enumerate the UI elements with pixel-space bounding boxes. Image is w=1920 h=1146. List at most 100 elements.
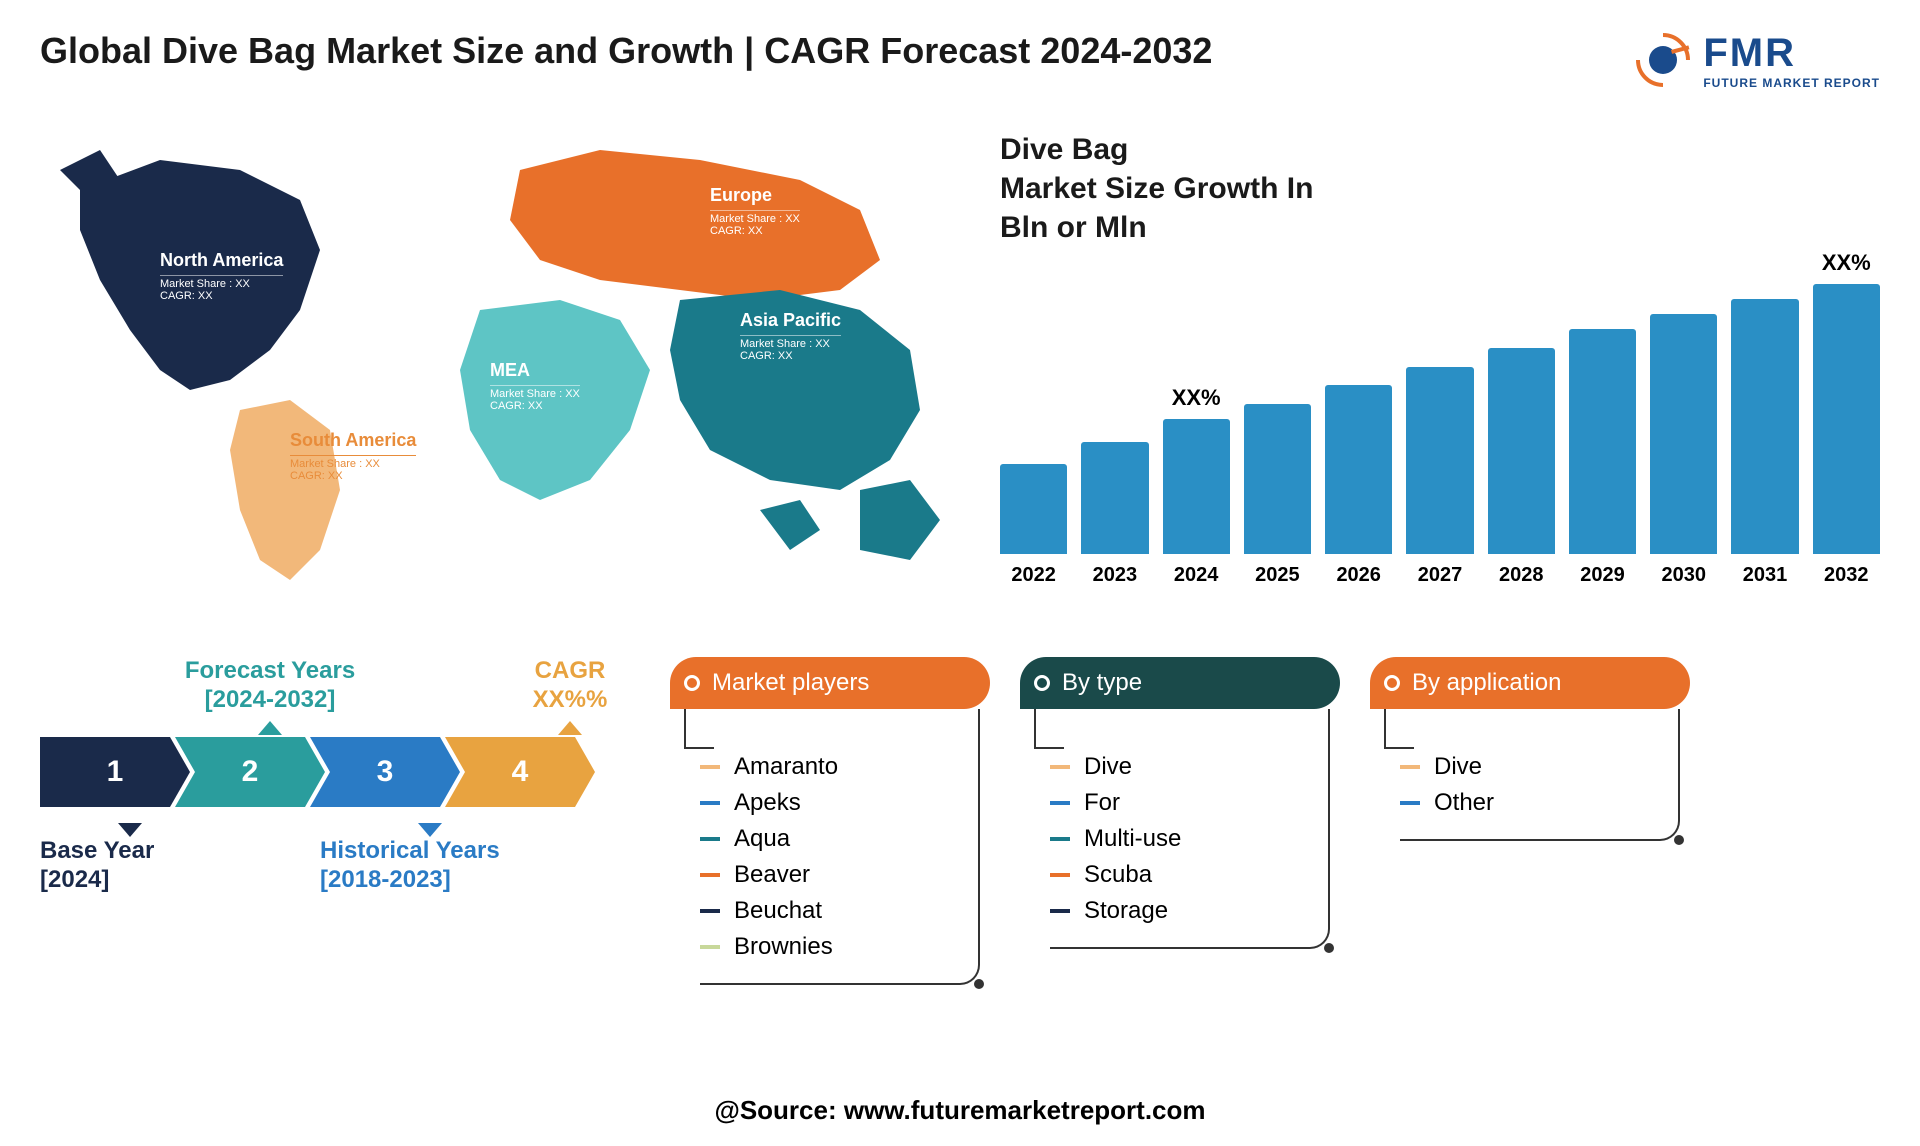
category-box-0: Market players Amaranto Apeks Aqua Beaver Beu… <box>670 657 990 985</box>
region-europe <box>510 150 880 300</box>
region-label-sa: South America Market Share : XX CAGR: XX <box>290 430 416 482</box>
tick-icon <box>700 801 720 805</box>
tick-icon <box>1050 837 1070 841</box>
timeline: Forecast Years [2024-2032] CAGR XX%% 123… <box>40 657 640 817</box>
bar-year-label: 2028 <box>1499 564 1544 587</box>
chart-bar <box>1325 385 1392 554</box>
list-item: Dive <box>1050 749 1340 785</box>
list-item-label: Apeks <box>734 789 801 817</box>
list-item-label: Scuba <box>1084 861 1152 889</box>
list-item: Multi-use <box>1050 821 1340 857</box>
chart-bar <box>1813 284 1880 554</box>
logo-text-main: FMR <box>1703 31 1880 76</box>
source-attribution: @Source: www.futuremarketreport.com <box>0 1095 1920 1126</box>
bar-year-label: 2027 <box>1418 564 1463 587</box>
list-item-label: Multi-use <box>1084 825 1181 853</box>
list-item: Beuchat <box>700 893 990 929</box>
fmr-logo: FMR FUTURE MARKET REPORT <box>1633 30 1880 90</box>
category-header-text: By type <box>1062 669 1142 697</box>
bar-year-label: 2030 <box>1662 564 1707 587</box>
tick-icon <box>1050 909 1070 913</box>
category-header: By type <box>1020 657 1340 709</box>
region-label-ap: Asia Pacific Market Share : XX CAGR: XX <box>740 310 841 362</box>
tick-icon <box>1400 765 1420 769</box>
chart-bar <box>1569 329 1636 554</box>
bar-2030: 2030 <box>1650 280 1717 587</box>
tick-icon <box>1050 873 1070 877</box>
growth-chart: Dive Bag Market Size Growth In Bln or Ml… <box>1000 130 1880 627</box>
region-label-eu: Europe Market Share : XX CAGR: XX <box>710 185 800 237</box>
bar-2022: 2022 <box>1000 430 1067 587</box>
list-item-label: Other <box>1434 789 1494 817</box>
bar-year-label: 2024 <box>1174 564 1219 587</box>
connector-line <box>1034 709 1064 749</box>
bar-annotation: XX% <box>1172 385 1221 413</box>
list-item: Brownies <box>700 929 990 965</box>
bar-2024: XX% 2024 <box>1163 385 1230 587</box>
bar-year-label: 2022 <box>1011 564 1056 587</box>
list-item-label: For <box>1084 789 1120 817</box>
tick-icon <box>700 909 720 913</box>
circle-icon <box>1384 675 1400 691</box>
list-item-label: Amaranto <box>734 753 838 781</box>
circle-icon <box>684 675 700 691</box>
header: Global Dive Bag Market Size and Growth |… <box>40 30 1880 90</box>
category-box-2: By application Dive Other <box>1370 657 1690 985</box>
list-item: Beaver <box>700 857 990 893</box>
circle-icon <box>1034 675 1050 691</box>
region-south-america <box>230 400 340 580</box>
bar-annotation: XX% <box>1822 250 1871 278</box>
bar-year-label: 2025 <box>1255 564 1300 587</box>
bar-year-label: 2032 <box>1824 564 1869 587</box>
list-item-label: Dive <box>1434 753 1482 781</box>
chart-bar <box>1406 367 1473 555</box>
tick-icon <box>700 873 720 877</box>
bar-2023: 2023 <box>1081 408 1148 588</box>
logo-text-sub: FUTURE MARKET REPORT <box>1703 76 1880 90</box>
world-map: North America Market Share : XX CAGR: XX… <box>40 130 960 590</box>
category-header: Market players <box>670 657 990 709</box>
chart-bar <box>1244 404 1311 554</box>
category-box-1: By type Dive For Multi-use Scuba Storage <box>1020 657 1340 985</box>
chart-bar <box>1163 419 1230 554</box>
chart-bar <box>1488 348 1555 554</box>
chart-bar <box>1731 299 1798 554</box>
tick-icon <box>700 837 720 841</box>
timeline-segment-3: 3 <box>310 737 460 807</box>
tick-icon <box>1050 801 1070 805</box>
timeline-segment-1: 1 <box>40 737 190 807</box>
tick-icon <box>1400 801 1420 805</box>
list-item-label: Brownies <box>734 933 833 961</box>
base-year-label: Base Year [2024] <box>40 817 220 895</box>
category-header: By application <box>1370 657 1690 709</box>
forecast-years-label: Forecast Years [2024-2032] <box>180 657 360 735</box>
bar-year-label: 2023 <box>1093 564 1138 587</box>
list-item-label: Beaver <box>734 861 810 889</box>
timeline-segment-4: 4 <box>445 737 595 807</box>
connector-line <box>1384 709 1414 749</box>
list-item: For <box>1050 785 1340 821</box>
bar-year-label: 2026 <box>1336 564 1381 587</box>
connector-line <box>684 709 714 749</box>
list-item: Aqua <box>700 821 990 857</box>
list-item: Other <box>1400 785 1690 821</box>
bar-2028: 2028 <box>1488 314 1555 587</box>
tick-icon <box>1050 765 1070 769</box>
category-header-text: By application <box>1412 669 1561 697</box>
list-item: Storage <box>1050 893 1340 929</box>
chart-bar <box>1000 464 1067 554</box>
list-item: Scuba <box>1050 857 1340 893</box>
bar-2031: 2031 <box>1731 265 1798 587</box>
logo-icon <box>1633 30 1693 90</box>
page-title: Global Dive Bag Market Size and Growth |… <box>40 30 1212 72</box>
list-item: Apeks <box>700 785 990 821</box>
region-label-mea: MEA Market Share : XX CAGR: XX <box>490 360 580 412</box>
timeline-segment-2: 2 <box>175 737 325 807</box>
bar-2027: 2027 <box>1406 333 1473 588</box>
list-item: Amaranto <box>700 749 990 785</box>
category-header-text: Market players <box>712 669 869 697</box>
chart-title: Dive Bag Market Size Growth In Bln or Ml… <box>1000 130 1880 247</box>
chart-bar <box>1650 314 1717 554</box>
tick-icon <box>700 765 720 769</box>
region-label-na: North America Market Share : XX CAGR: XX <box>160 250 283 302</box>
